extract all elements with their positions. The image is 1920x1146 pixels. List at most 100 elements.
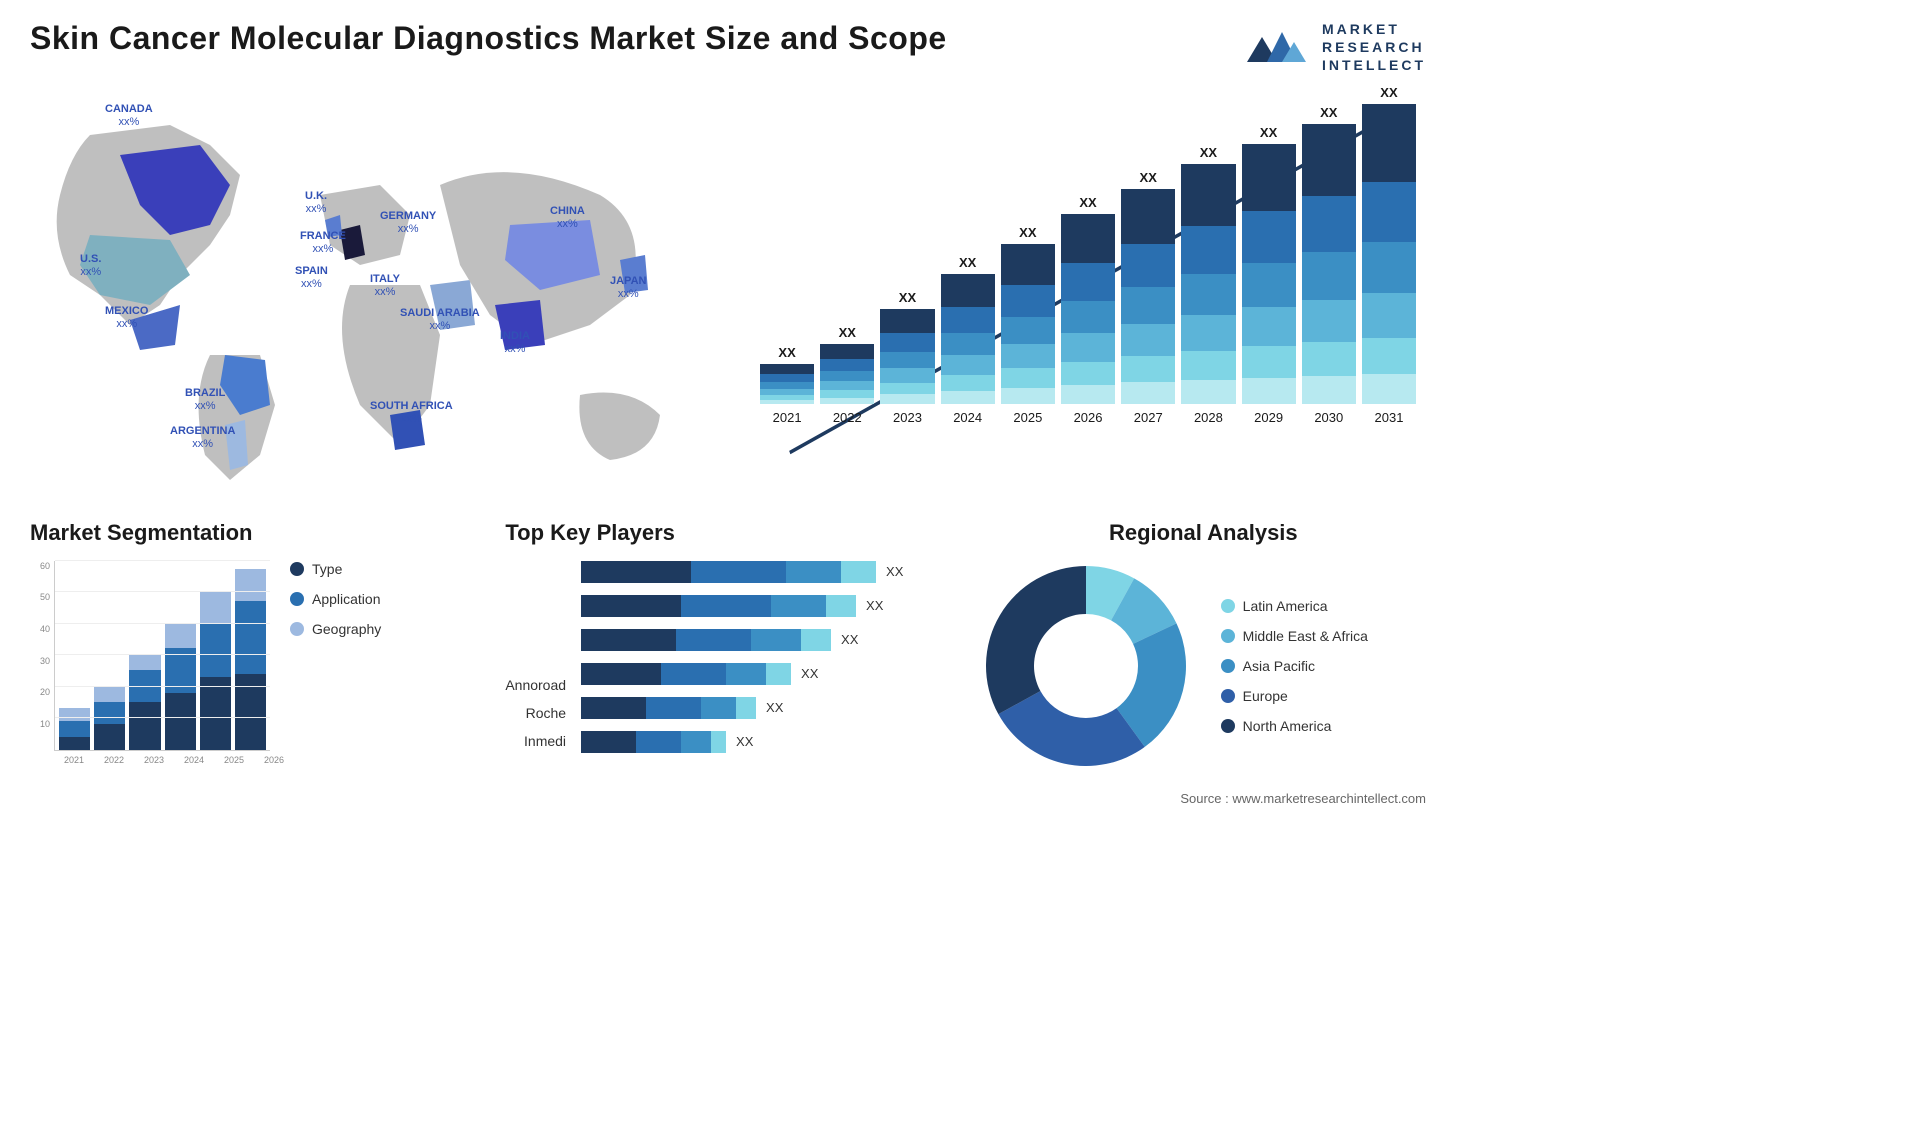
logo-text: MARKET RESEARCH INTELLECT [1322, 20, 1426, 75]
world-map: CANADAxx%U.S.xx%MEXICOxx%BRAZILxx%ARGENT… [30, 95, 710, 495]
seg-xlabel: 2023 [134, 755, 174, 765]
bar-year-label: 2025 [1013, 410, 1042, 425]
kp-bar [581, 697, 756, 719]
regional-panel: Regional Analysis Latin AmericaMiddle Ea… [981, 520, 1426, 771]
kp-value: XX [841, 632, 858, 647]
bar-year-label: 2030 [1314, 410, 1343, 425]
legend-swatch [290, 562, 304, 576]
regional-legend: Latin America Middle East & Africa Asia Pa… [1221, 598, 1368, 734]
segmentation-legend: Type Application Geography [290, 561, 381, 751]
kp-row: XX [581, 629, 951, 651]
top-row: CANADAxx%U.S.xx%MEXICOxx%BRAZILxx%ARGENT… [30, 95, 1426, 495]
legend-item: Geography [290, 621, 381, 637]
bar-year-label: 2024 [953, 410, 982, 425]
kp-row: XX [581, 595, 951, 617]
legend-label: Europe [1243, 688, 1288, 704]
bar-top-label: XX [1200, 145, 1217, 160]
legend-label: Type [312, 561, 342, 577]
growth-bar-group: XX2027 [1121, 170, 1175, 425]
kp-row: XX [581, 561, 951, 583]
legend-item: Application [290, 591, 381, 607]
header: Skin Cancer Molecular Diagnostics Market… [30, 20, 1426, 75]
legend-item: Middle East & Africa [1221, 628, 1368, 644]
map-label: INDIAxx% [500, 330, 530, 356]
bar-top-label: XX [1260, 125, 1277, 140]
kp-row: XX [581, 731, 951, 753]
logo-line2: RESEARCH [1322, 38, 1426, 56]
growth-bar [1302, 124, 1356, 404]
legend-item: Latin America [1221, 598, 1368, 614]
bar-top-label: XX [899, 290, 916, 305]
legend-swatch [1221, 599, 1235, 613]
legend-label: Latin America [1243, 598, 1328, 614]
growth-bar [1121, 189, 1175, 404]
segmentation-chart: 605040302010 TypeApplicationGeography [30, 561, 475, 751]
legend-swatch [1221, 689, 1235, 703]
logo: MARKET RESEARCH INTELLECT [1242, 20, 1426, 75]
regional-donut [981, 561, 1191, 771]
legend-label: Middle East & Africa [1243, 628, 1368, 644]
map-label: U.K.xx% [305, 190, 327, 216]
logo-line3: INTELLECT [1322, 56, 1426, 74]
growth-bars: XX2021XX2022XX2023XX2024XX2025XX2026XX20… [750, 95, 1426, 425]
seg-xlabel: 2021 [54, 755, 94, 765]
bar-top-label: XX [1019, 225, 1036, 240]
seg-ytick: 20 [30, 687, 50, 697]
key-players-names: AnnoroadRocheInmedi [505, 561, 566, 753]
growth-chart: XX2021XX2022XX2023XX2024XX2025XX2026XX20… [750, 95, 1426, 495]
legend-swatch [1221, 659, 1235, 673]
donut-segment [998, 691, 1144, 766]
legend-swatch [1221, 719, 1235, 733]
kp-bar [581, 663, 791, 685]
kp-bar [581, 731, 726, 753]
legend-label: Geography [312, 621, 381, 637]
legend-item: Asia Pacific [1221, 658, 1368, 674]
bar-year-label: 2021 [773, 410, 802, 425]
bar-year-label: 2022 [833, 410, 862, 425]
seg-xlabel: 2025 [214, 755, 254, 765]
bar-top-label: XX [778, 345, 795, 360]
bar-top-label: XX [959, 255, 976, 270]
growth-bar-group: XX 2029 [1242, 125, 1296, 425]
key-players-bars: XX XX XX XX XX XX [581, 561, 951, 753]
map-label: SOUTH AFRICAxx% [370, 400, 453, 426]
seg-ytick: 10 [30, 719, 50, 729]
seg-bar [129, 655, 160, 750]
legend-item: Type [290, 561, 381, 577]
seg-xlabel: 2022 [94, 755, 134, 765]
kp-value: XX [766, 700, 783, 715]
map-label: ITALYxx% [370, 273, 400, 299]
seg-xlabel: 2024 [174, 755, 214, 765]
growth-bar-group: XX 2021 [760, 345, 814, 425]
growth-bar [880, 309, 934, 404]
segmentation-panel: Market Segmentation 605040302010 TypeApp… [30, 520, 475, 771]
kp-value: XX [736, 734, 753, 749]
growth-bar-group: XX2031 [1362, 85, 1416, 425]
bar-year-label: 2023 [893, 410, 922, 425]
page-title: Skin Cancer Molecular Diagnostics Market… [30, 20, 947, 57]
growth-bar-group: XX2026 [1061, 195, 1115, 425]
bar-top-label: XX [839, 325, 856, 340]
kp-value: XX [801, 666, 818, 681]
kp-name: Annoroad [505, 677, 566, 693]
legend-label: Asia Pacific [1243, 658, 1315, 674]
bar-year-label: 2031 [1375, 410, 1404, 425]
segmentation-bars [55, 561, 270, 750]
map-label: JAPANxx% [610, 275, 646, 301]
map-label: SAUDI ARABIAxx% [400, 307, 480, 333]
seg-ytick: 40 [30, 624, 50, 634]
seg-bar [235, 569, 266, 749]
seg-bar [59, 708, 90, 749]
bar-top-label: XX [1140, 170, 1157, 185]
seg-xlabel: 2026 [254, 755, 294, 765]
kp-name: Roche [505, 705, 566, 721]
legend-item: North America [1221, 718, 1368, 734]
map-label: FRANCExx% [300, 230, 346, 256]
donut-segment [986, 566, 1086, 714]
key-players-title: Top Key Players [505, 520, 950, 546]
bottom-row: Market Segmentation 605040302010 TypeApp… [30, 520, 1426, 771]
bar-year-label: 2029 [1254, 410, 1283, 425]
legend-swatch [1221, 629, 1235, 643]
seg-ytick: 60 [30, 561, 50, 571]
map-label: GERMANYxx% [380, 210, 436, 236]
